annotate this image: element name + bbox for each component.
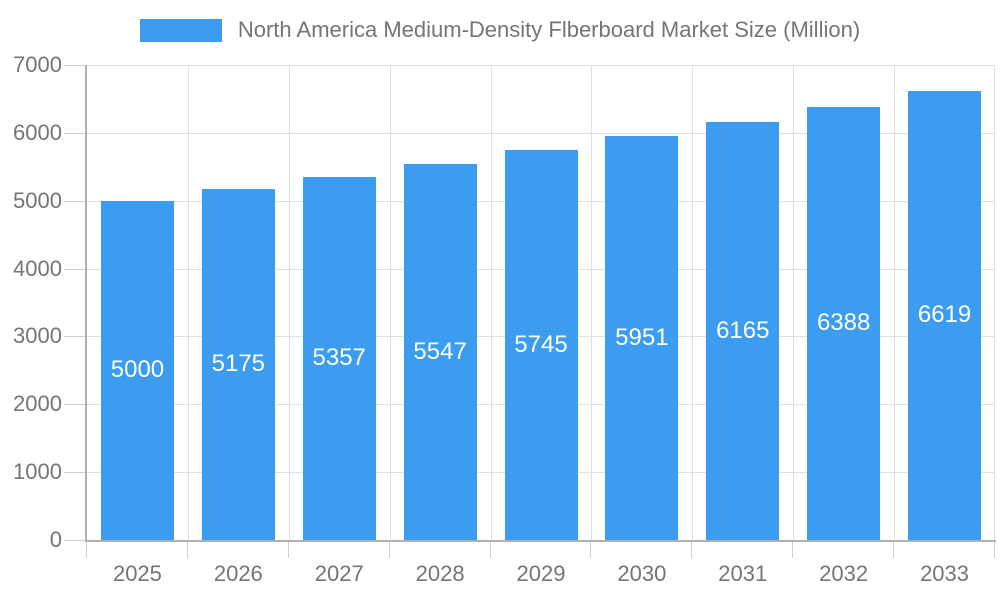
bar-value-label: 5000 (110, 356, 165, 384)
bar-value-label: 6619 (917, 301, 972, 329)
bar-2028 (403, 163, 477, 540)
x-axis-tick-label: 2025 (112, 561, 162, 586)
y-axis-tick-label: 3000 (13, 323, 62, 349)
bar-value-label: 6165 (716, 316, 770, 344)
y-axis-tick (64, 540, 85, 541)
y-axis-tick-label: 1000 (13, 459, 62, 485)
x-axis-tick (792, 542, 794, 558)
y-axis-tick (64, 132, 85, 134)
horizontal-gridline (87, 132, 995, 134)
vertical-gridline (994, 65, 995, 540)
vertical-gridline (894, 65, 896, 540)
x-axis-tick-label: 2033 (920, 561, 970, 586)
x-axis-tick (691, 542, 693, 558)
bar-value-label: 5357 (312, 344, 366, 372)
y-axis-tick-label: 7000 (13, 52, 62, 77)
bar-2031 (706, 121, 780, 540)
y-axis-tick (64, 404, 85, 406)
vertical-gridline (591, 65, 593, 540)
bar-value-label: 5175 (211, 350, 266, 378)
legend-label: North America Medium-Density Flberboard … (237, 17, 861, 42)
x-axis-tick (489, 542, 491, 558)
y-axis-tick (64, 65, 85, 66)
x-axis-tick (893, 542, 895, 558)
x-axis-tick (86, 542, 87, 558)
x-axis-tick-label: 2030 (617, 561, 667, 586)
vertical-gridline (490, 65, 492, 540)
vertical-gridline (187, 65, 189, 540)
y-axis-tick (64, 268, 85, 270)
bar-value-label: 5745 (514, 331, 568, 359)
x-axis-tick-label: 2029 (516, 561, 566, 586)
vertical-gridline (389, 65, 391, 540)
vertical-gridline (692, 65, 694, 540)
y-axis-tick-label: 6000 (13, 119, 62, 145)
x-axis-tick-label: 2032 (819, 561, 869, 586)
x-axis-tick-label: 2031 (718, 561, 768, 586)
y-axis-tick-label: 4000 (13, 255, 62, 281)
x-axis-tick (994, 542, 995, 558)
bar-2032 (807, 106, 881, 540)
x-axis-tick-label: 2027 (314, 561, 364, 586)
vertical-gridline (288, 65, 290, 540)
y-axis-tick-label: 5000 (13, 187, 62, 213)
legend-swatch (139, 18, 222, 42)
x-axis-line (85, 540, 996, 542)
bar-value-label: 5951 (615, 324, 669, 352)
legend[interactable]: North America Medium-Density Flberboard … (0, 17, 1000, 43)
y-axis-tick-label: 0 (49, 527, 62, 552)
bar-2027 (302, 176, 376, 540)
bar-value-label: 5547 (413, 337, 467, 365)
x-axis-tick-label: 2028 (415, 561, 465, 586)
plot-area: 5000 5175 5357 5547 5745 5951 6165 6388 6619 (87, 65, 995, 540)
y-axis-tick (64, 472, 85, 474)
y-axis-line (85, 65, 87, 542)
bar-value-label: 6388 (816, 309, 871, 337)
x-axis-tick (590, 542, 592, 558)
bar-2029 (504, 150, 578, 540)
bar-2033 (908, 90, 982, 540)
y-axis-tick-label: 2000 (13, 391, 62, 417)
horizontal-gridline (87, 65, 995, 66)
x-axis-tick-label: 2026 (213, 561, 263, 586)
bar-2026 (201, 188, 275, 540)
x-axis-tick (186, 542, 188, 558)
bar-2030 (605, 136, 679, 540)
y-axis-tick (64, 200, 85, 202)
y-axis-tick (64, 336, 85, 338)
x-axis-tick (388, 542, 390, 558)
vertical-gridline (793, 65, 795, 540)
bar-2025 (100, 200, 174, 540)
x-axis-tick (287, 542, 289, 558)
